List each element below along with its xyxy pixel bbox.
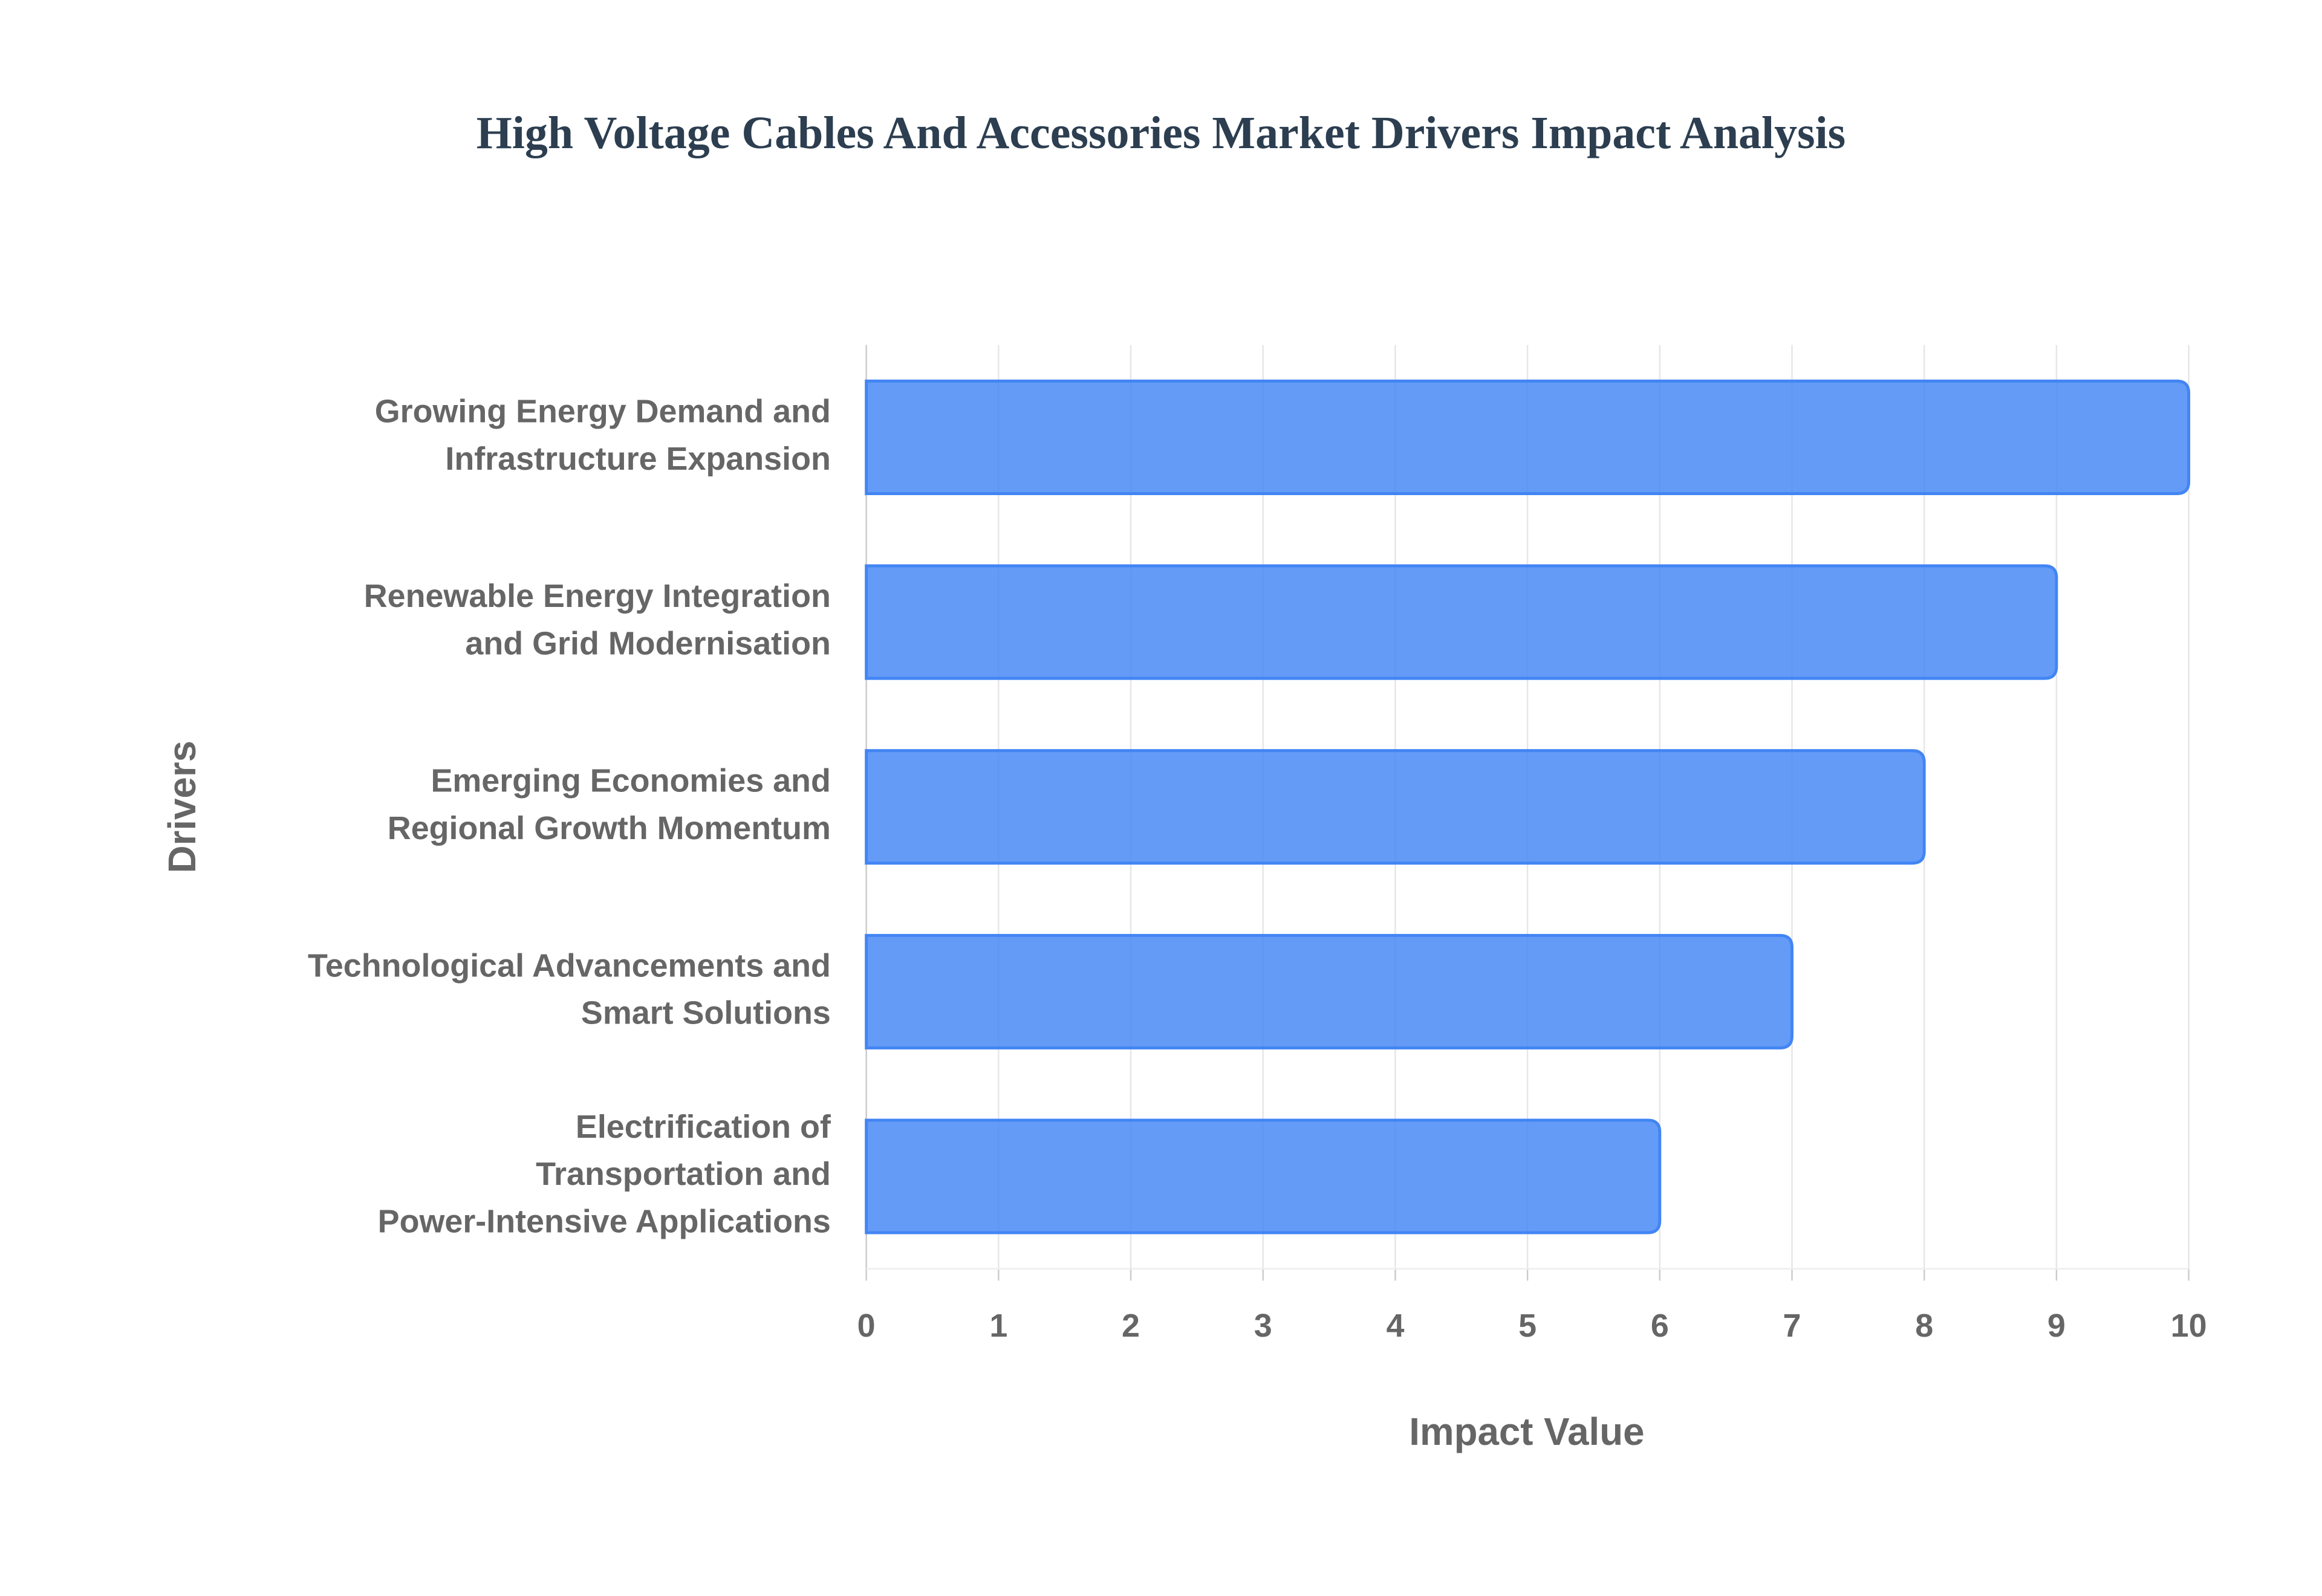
x-tick-label: 10 [2171,1308,2207,1344]
x-tick-label: 0 [857,1308,876,1344]
y-tick-label: Regional Growth Momentum [388,810,831,846]
x-axis-title: Impact Value [1409,1410,1644,1453]
y-axis-title: Drivers [161,741,204,873]
x-tick-label: 1 [989,1308,1007,1344]
x-tick-label: 6 [1651,1308,1669,1344]
x-tick-label: 3 [1254,1308,1272,1344]
chart-title: High Voltage Cables And Accessories Mark… [476,108,1846,158]
y-tick-label: Power-Intensive Applications [378,1204,831,1240]
x-tick-label: 4 [1386,1308,1404,1344]
y-tick-label: Infrastructure Expansion [445,441,830,477]
y-tick-label: Electrification of [576,1109,831,1145]
x-tick-label: 9 [2047,1308,2066,1344]
x-tick-label: 5 [1518,1308,1537,1344]
y-tick-label: Smart Solutions [581,995,831,1031]
bar [865,564,2058,680]
x-tick-label: 7 [1783,1308,1801,1344]
bar [865,379,2191,495]
y-tick-label: Renewable Energy Integration [364,578,831,614]
x-tick-label: 8 [1915,1308,1933,1344]
y-tick-label: and Grid Modernisation [465,625,830,661]
y-tick-label: Growing Energy Demand and [375,393,831,429]
x-tick-label: 2 [1122,1308,1140,1344]
bar [865,749,1926,865]
y-tick-label: Technological Advancements and [308,947,831,984]
y-tick-label: Transportation and [536,1156,831,1192]
bar [865,1118,1662,1234]
bar [865,933,1794,1049]
y-tick-label: Emerging Economies and [431,763,830,799]
